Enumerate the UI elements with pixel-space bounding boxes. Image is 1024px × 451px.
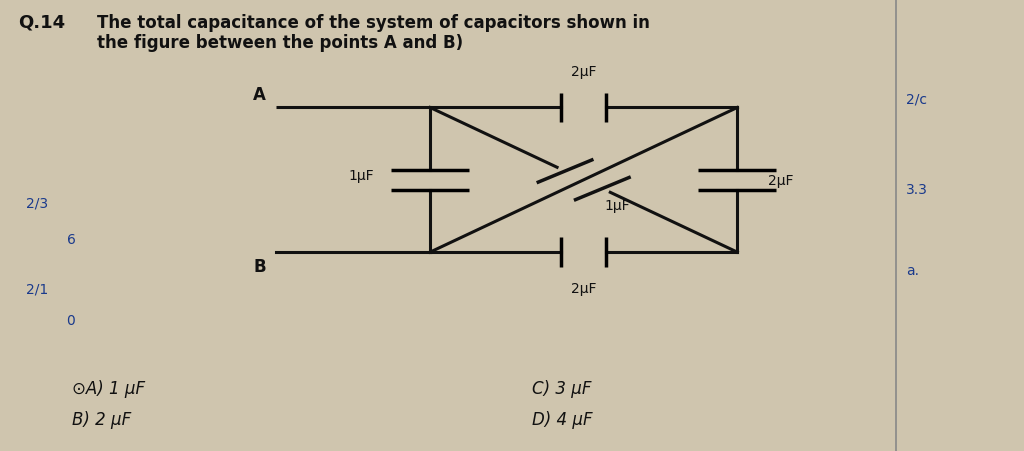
Text: The total capacitance of the system of capacitors shown in
the figure between th: The total capacitance of the system of c… [97,14,650,52]
Text: 3.3: 3.3 [906,183,928,196]
Text: C) 3 μF: C) 3 μF [532,379,592,397]
Text: 0: 0 [67,313,76,327]
Text: 6: 6 [67,232,76,246]
Text: 2μF: 2μF [571,65,596,79]
Text: Q.14: Q.14 [18,14,66,32]
Text: 2/1: 2/1 [26,282,48,295]
Text: 1μF: 1μF [348,169,374,183]
Text: D) 4 μF: D) 4 μF [532,410,593,428]
Text: B: B [254,257,266,275]
Text: ⊙A) 1 μF: ⊙A) 1 μF [72,379,144,397]
Text: 1μF: 1μF [604,198,630,212]
Text: 2μF: 2μF [768,174,794,187]
Text: A: A [253,86,266,104]
Text: 2/c: 2/c [906,92,928,106]
Text: 2μF: 2μF [571,282,596,296]
Text: B) 2 μF: B) 2 μF [72,410,131,428]
Text: a.: a. [906,264,920,277]
Text: 2/3: 2/3 [26,196,48,210]
